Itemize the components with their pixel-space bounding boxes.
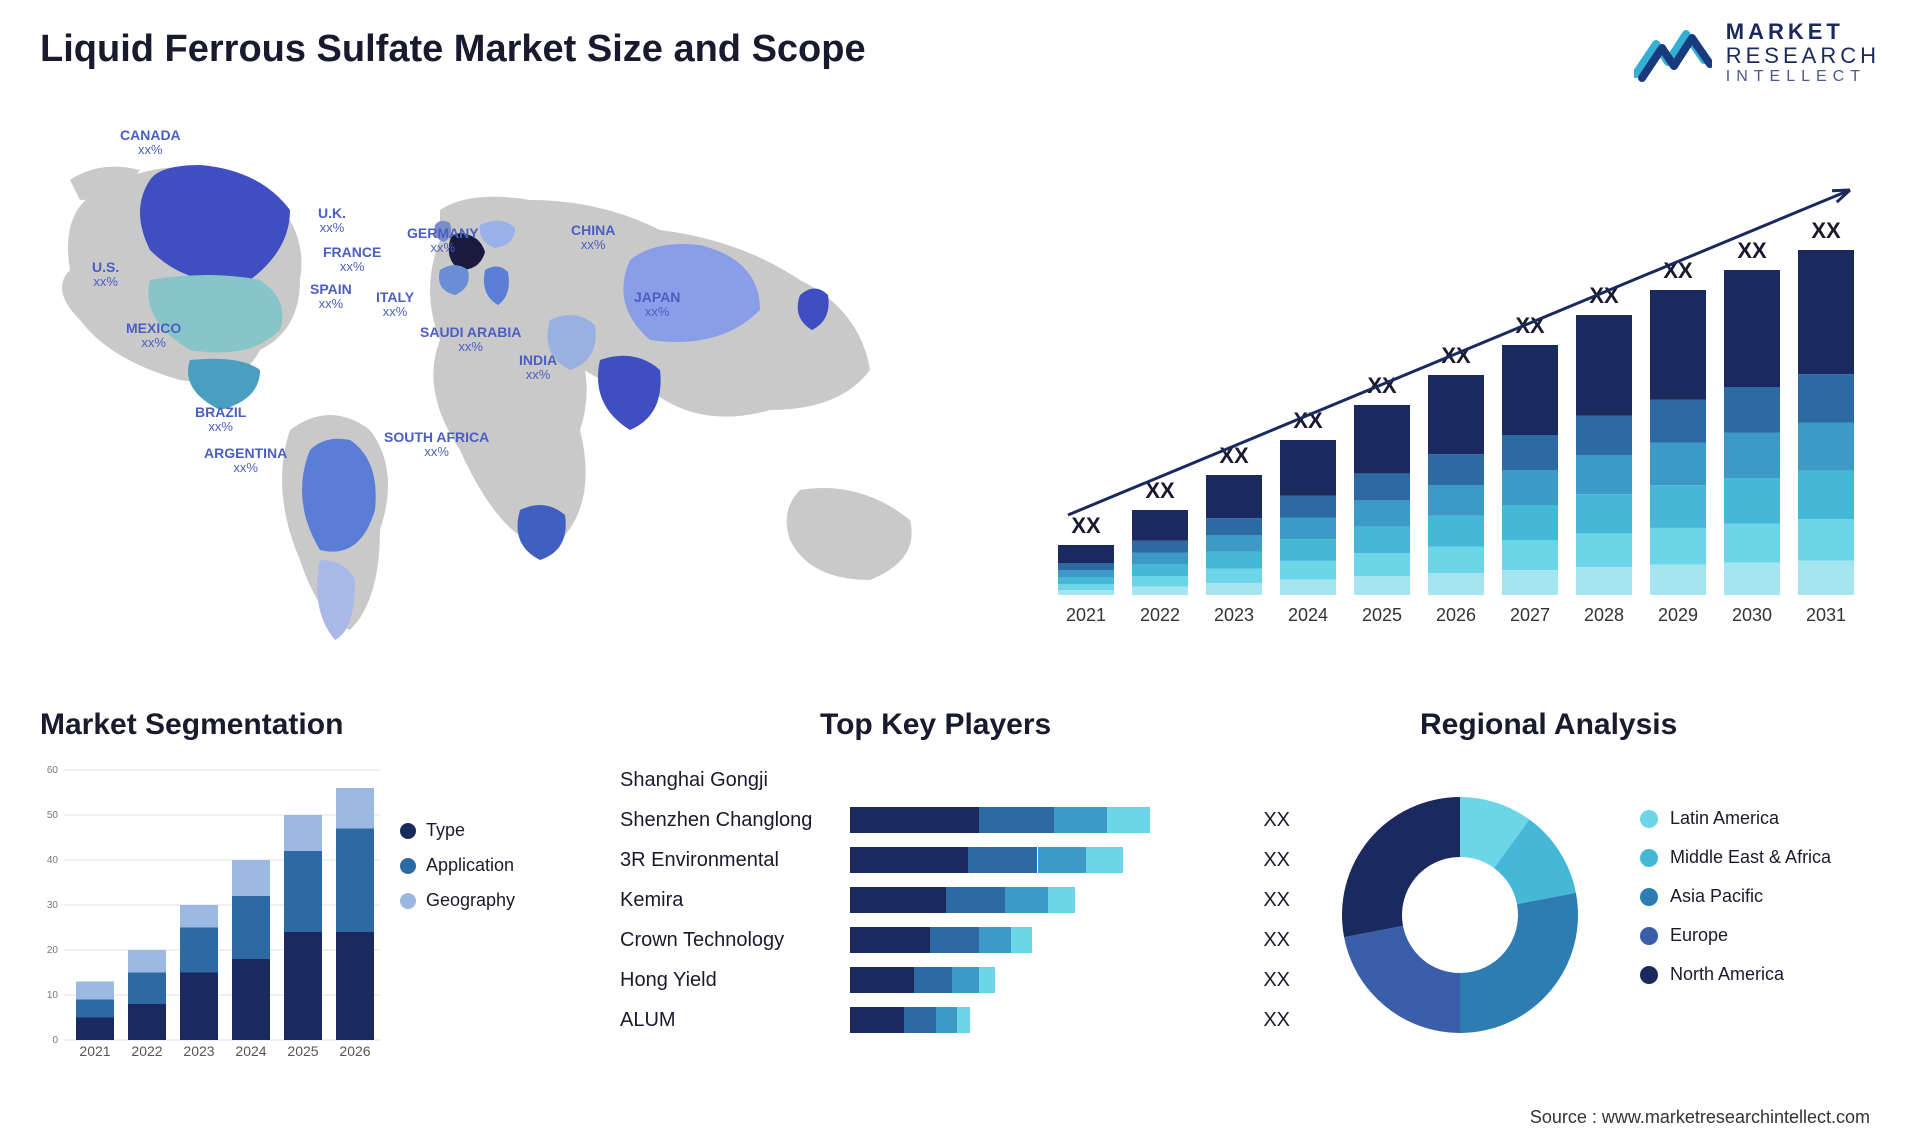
keyplayers-chart: Shanghai GongjiShenzhen ChanglongXX3R En… [620,760,1290,1100]
kp-row-kemira: Kemira XX [620,880,1290,920]
svg-text:2029: 2029 [1658,605,1698,625]
kp-row-alum: ALUM XX [620,1000,1290,1040]
kp-bar [850,767,1290,793]
regional-legend: Latin America Middle East & Africa Asia Pa… [1640,808,1831,1003]
regional-title: Regional Analysis [1420,708,1677,742]
kp-row-shanghai-gongji: Shanghai Gongji [620,760,1290,800]
kp-bar [850,807,1251,833]
kp-bar [850,927,1251,953]
map-label-south-africa: SOUTH AFRICAxx% [384,430,489,458]
source-url: www.marketresearchintellect.com [1602,1107,1870,1127]
svg-text:50: 50 [47,810,59,821]
svg-text:2021: 2021 [1066,605,1106,625]
page-title: Liquid Ferrous Sulfate Market Size and S… [40,28,866,71]
svg-text:2028: 2028 [1584,605,1624,625]
svg-text:2023: 2023 [183,1043,214,1059]
svg-text:60: 60 [47,765,59,776]
kp-name: 3R Environmental [620,849,850,872]
map-label-mexico: MEXICOxx% [126,321,181,349]
svg-text:2030: 2030 [1732,605,1772,625]
logo-line2: RESEARCH [1726,44,1880,68]
svg-text:0: 0 [52,1035,58,1046]
svg-text:40: 40 [47,855,59,866]
svg-text:2024: 2024 [1288,605,1328,625]
svg-text:2021: 2021 [79,1043,110,1059]
kp-bar [850,847,1251,873]
kp-value: XX [1263,969,1290,992]
logo-line3: INTELLECT [1726,68,1880,86]
svg-text:10: 10 [47,990,59,1001]
seg-legend-type: Type [400,820,515,841]
segmentation-chart: 0 10 20 30 40 50 60 2021 2022 2023 2024 2025 2026 Ty… [30,760,580,1080]
map-label-france: FRANCExx% [323,245,381,273]
world-map: CANADAxx% U.S.xx% MEXICOxx% BRAZILxx% ARGENT… [40,130,960,670]
segmentation-legend: Type Application Geography [400,820,515,925]
kp-value: XX [1263,809,1290,832]
svg-text:2026: 2026 [1436,605,1476,625]
reg-legend-north-america: North America [1640,964,1831,985]
segmentation-title: Market Segmentation [40,708,343,742]
kp-bar [850,887,1251,913]
svg-text:2026: 2026 [339,1043,370,1059]
svg-text:2024: 2024 [235,1043,266,1059]
map-label-canada: CANADAxx% [120,128,181,156]
reg-legend-middle-east-africa: Middle East & Africa [1640,847,1831,868]
svg-text:2027: 2027 [1510,605,1550,625]
map-label-china: CHINAxx% [571,223,615,251]
map-label-u-k-: U.K.xx% [318,206,346,234]
map-label-germany: GERMANYxx% [407,226,479,254]
logo-swoosh-icon [1634,22,1712,84]
svg-text:XX: XX [1071,513,1101,538]
kp-row-3r-environmental: 3R Environmental XX [620,840,1290,880]
reg-legend-latin-america: Latin America [1640,808,1831,829]
svg-text:2025: 2025 [287,1043,318,1059]
map-label-japan: JAPANxx% [634,290,680,318]
svg-text:2025: 2025 [1362,605,1402,625]
kp-bar [850,1007,1251,1033]
reg-legend-europe: Europe [1640,925,1831,946]
kp-name: Shanghai Gongji [620,769,850,792]
map-label-spain: SPAINxx% [310,282,352,310]
map-label-saudi-arabia: SAUDI ARABIAxx% [420,325,521,353]
seg-legend-geography: Geography [400,890,515,911]
svg-text:30: 30 [47,900,59,911]
map-label-india: INDIAxx% [519,353,557,381]
regional-chart: Latin America Middle East & Africa Asia Pa… [1310,760,1870,1100]
logo-line1: MARKET [1726,20,1880,44]
kp-bar [850,967,1251,993]
kp-row-crown-technology: Crown Technology XX [620,920,1290,960]
map-label-brazil: BRAZILxx% [195,405,246,433]
reg-legend-asia-pacific: Asia Pacific [1640,886,1831,907]
svg-text:2022: 2022 [1140,605,1180,625]
source-line: Source : www.marketresearchintellect.com [1530,1107,1870,1128]
kp-value: XX [1263,1009,1290,1032]
svg-text:2031: 2031 [1806,605,1846,625]
svg-text:XX: XX [1515,313,1545,338]
kp-name: ALUM [620,1009,850,1032]
kp-row-hong-yield: Hong Yield XX [620,960,1290,1000]
map-label-italy: ITALYxx% [376,290,414,318]
svg-text:2022: 2022 [131,1043,162,1059]
kp-name: Crown Technology [620,929,850,952]
keyplayers-title: Top Key Players [820,708,1051,742]
kp-row-shenzhen-changlong: Shenzhen Changlong XX [620,800,1290,840]
map-label-argentina: ARGENTINAxx% [204,446,287,474]
source-label: Source : [1530,1107,1597,1127]
svg-text:20: 20 [47,945,59,956]
kp-value: XX [1263,849,1290,872]
svg-text:XX: XX [1811,218,1841,243]
forecast-chart: XX2021XX2022XX2023XX2024XX2025XX2026XX20… [1040,150,1870,640]
seg-legend-application: Application [400,855,515,876]
map-label-u-s-: U.S.xx% [92,260,119,288]
kp-name: Hong Yield [620,969,850,992]
kp-name: Kemira [620,889,850,912]
kp-value: XX [1263,889,1290,912]
svg-text:2023: 2023 [1214,605,1254,625]
kp-name: Shenzhen Changlong [620,809,850,832]
svg-text:XX: XX [1737,238,1767,263]
kp-value: XX [1263,929,1290,952]
brand-logo: MARKET RESEARCH INTELLECT [1634,20,1880,86]
svg-text:XX: XX [1441,343,1471,368]
